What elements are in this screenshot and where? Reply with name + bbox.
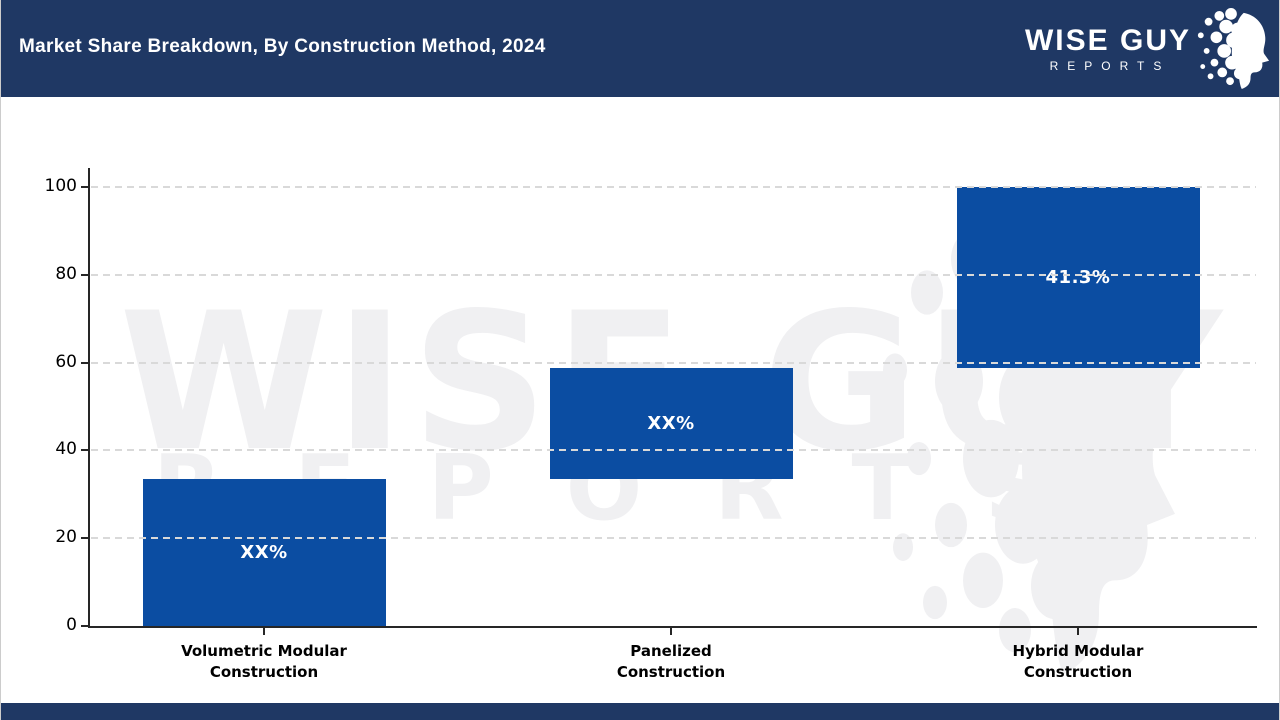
- gridline: [91, 361, 1256, 364]
- chart-title: Market Share Breakdown, By Construction …: [19, 36, 546, 57]
- category-label-line: Panelized: [630, 642, 712, 660]
- y-tick-mark: [81, 361, 89, 364]
- brand-name-line2: REPORTS: [1049, 58, 1171, 73]
- bar-value-label: XX%: [240, 541, 288, 563]
- category-label-line: Construction: [616, 663, 726, 681]
- category-label: Hybrid Modular Construction: [908, 641, 1248, 683]
- y-tick-mark: [81, 186, 89, 188]
- gridline: [91, 537, 1256, 540]
- header-bar: Market Share Breakdown, By Construction …: [1, 0, 1279, 97]
- y-tick-label: 60: [55, 351, 77, 372]
- gridline: [91, 449, 1256, 452]
- dotted-head-profile-icon: [1197, 8, 1270, 89]
- category-label-line: Construction: [209, 663, 319, 681]
- x-tick-mark: [1077, 628, 1079, 635]
- gridline: [91, 273, 1256, 276]
- brand-name: WISE GUY REPORTS: [1024, 23, 1191, 73]
- y-tick-label: 0: [66, 615, 77, 635]
- bar: XX%: [142, 478, 386, 626]
- gridline: [91, 186, 1256, 188]
- bar: 41.3%: [956, 187, 1200, 369]
- footer-bar: [1, 703, 1279, 720]
- category-label-line: Volumetric Modular: [181, 642, 347, 660]
- y-tick-label: 100: [44, 176, 77, 196]
- category-label-line: Hybrid Modular: [1012, 642, 1144, 660]
- y-tick-mark: [81, 537, 89, 540]
- y-tick-label: 80: [55, 263, 77, 284]
- bar-value-label: 41.3%: [1045, 267, 1111, 289]
- x-tick-mark: [670, 628, 672, 635]
- x-axis-spine: [88, 626, 1257, 628]
- x-tick-mark: [263, 628, 265, 635]
- y-tick-mark: [81, 449, 89, 452]
- category-label: Panelized Construction: [501, 641, 841, 683]
- bar: XX%: [549, 368, 793, 479]
- y-tick-mark: [81, 273, 89, 276]
- y-axis-spine: [88, 168, 90, 628]
- brand-logo: WISE GUY REPORTS: [1025, 6, 1271, 92]
- category-label-line: Construction: [1023, 663, 1133, 681]
- bar-value-label: XX%: [647, 413, 695, 435]
- category-label: Volumetric Modular Construction: [94, 641, 434, 683]
- y-tick-mark: [81, 625, 89, 627]
- y-tick-label: 20: [55, 527, 77, 548]
- brand-name-line1: WISE GUY: [1024, 23, 1191, 57]
- y-tick-label: 40: [55, 439, 77, 460]
